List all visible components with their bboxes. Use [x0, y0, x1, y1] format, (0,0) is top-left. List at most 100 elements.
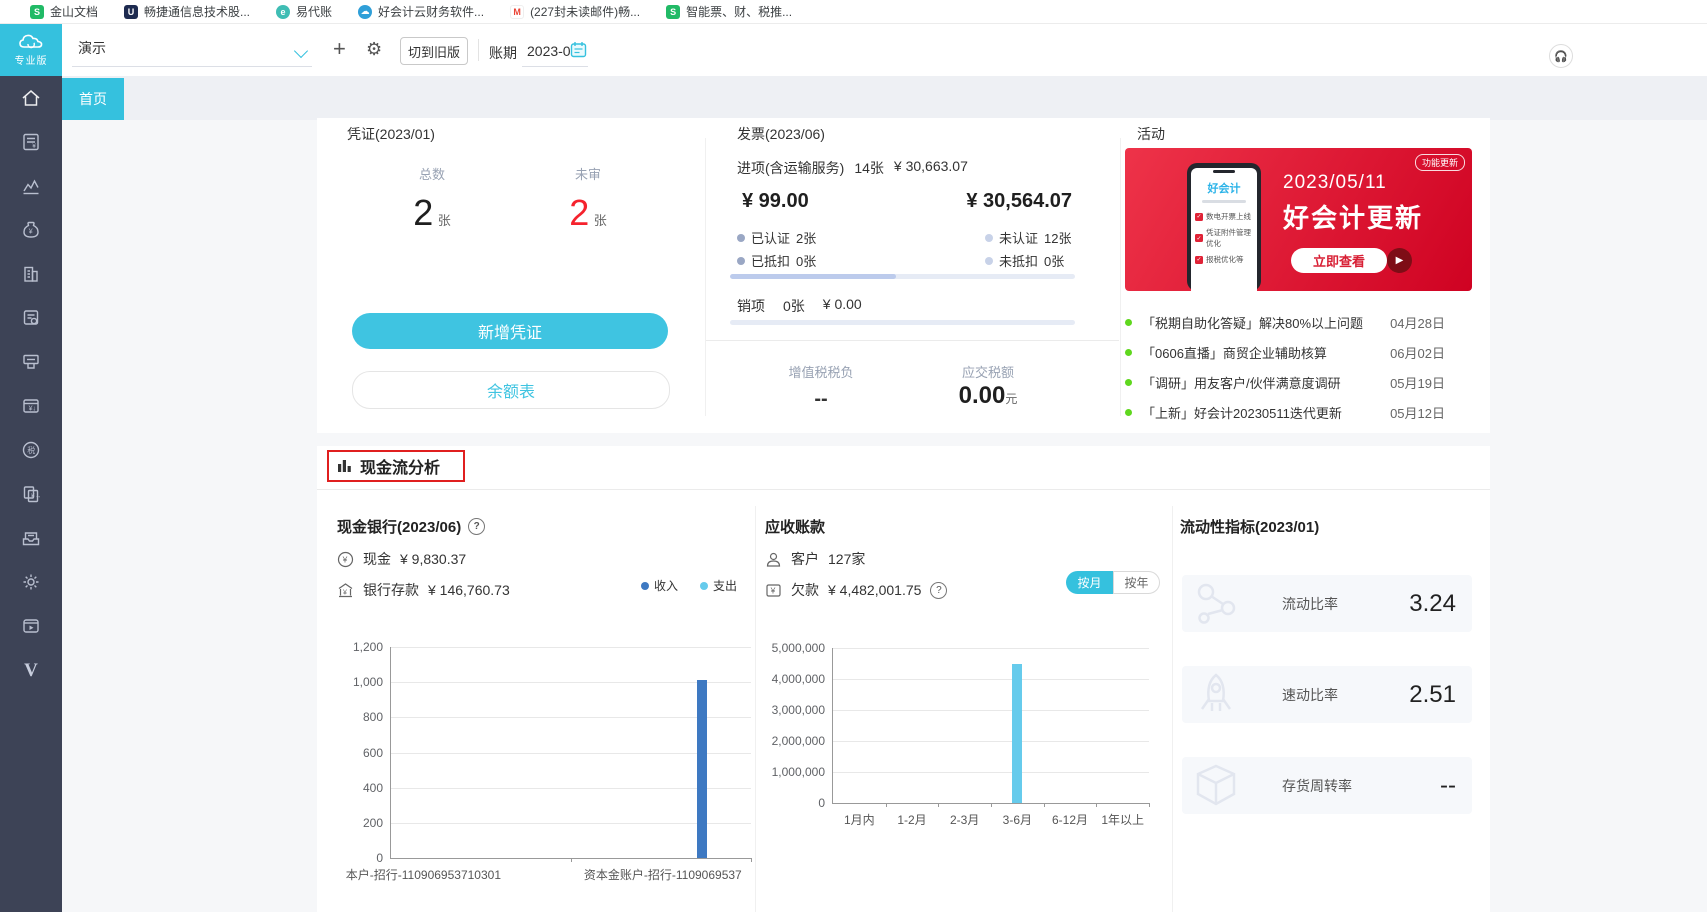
x-axis-tick — [571, 858, 572, 862]
svg-text:¥: ¥ — [29, 229, 33, 236]
gridline — [391, 682, 751, 684]
certified-count: 2张 — [796, 231, 817, 246]
app-logo[interactable]: 专业版 — [0, 24, 62, 76]
account-underline — [72, 66, 312, 67]
toggle-by-month[interactable]: 按月 — [1066, 571, 1113, 594]
phone-feature-item: ✓ 报税优化等 — [1195, 254, 1253, 265]
cash-label: 现金 — [363, 551, 391, 567]
liquidity-row-current-ratio: 流动比率 3.24 — [1182, 575, 1472, 632]
invoice-uncertified-row: 未认证 12张 — [985, 228, 1071, 247]
sidebar-v-logo[interactable]: V — [24, 660, 38, 681]
sidebar-item-invoice[interactable] — [0, 340, 62, 384]
kdocs-icon: S — [30, 4, 44, 19]
sidebar-item-tax[interactable]: 税 — [0, 428, 62, 472]
banner-cta-button[interactable]: 立即查看 — [1291, 248, 1387, 273]
phone-feature-item: ✓ 数电开票上线 — [1195, 211, 1253, 222]
bank-icon: ¥ — [338, 582, 353, 597]
income-dot-icon — [641, 581, 649, 590]
sidebar-item-settings[interactable] — [0, 560, 62, 604]
money-bag-icon: ¥ — [23, 221, 39, 238]
bookmark-haokuaiji[interactable]: ☁ 好会计云财务软件... — [358, 3, 484, 20]
liquidity-value: -- — [1440, 771, 1456, 799]
activity-date: 05月19日 — [1390, 375, 1445, 391]
activity-banner[interactable]: 功能更新 好会计 ✓ 数电开票上线 ✓ 凭证附件管理优化 ✓ 报税优化等 2023/0… — [1125, 148, 1472, 291]
activity-date: 06月02日 — [1390, 345, 1445, 361]
invoice-input-count: 14张 — [854, 160, 884, 176]
sidebar-item-funds[interactable]: ¥ — [0, 208, 62, 252]
sidebar-item-reports[interactable] — [0, 164, 62, 208]
help-icon[interactable]: ? — [468, 518, 486, 535]
header-divider — [478, 39, 479, 61]
sidebar-item-archive[interactable] — [0, 516, 62, 560]
bullet-icon — [737, 233, 745, 242]
legend-expense[interactable]: 支出 — [700, 577, 737, 594]
sidebar-item-closing[interactable] — [0, 296, 62, 340]
activity-date: 04月28日 — [1390, 315, 1445, 331]
bullet-icon — [737, 256, 745, 265]
app-header — [0, 24, 1707, 77]
bookmark-label: 畅捷通信息技术股... — [144, 5, 251, 19]
sidebar-item-tutorial[interactable] — [0, 604, 62, 648]
y-axis-tick: 200 — [362, 815, 383, 830]
invoice-title: 发票(2023/06) — [737, 126, 825, 142]
gear-icon[interactable]: ⚙ — [366, 39, 383, 59]
customer-label: 客户 — [791, 551, 819, 567]
sidebar-item-salary[interactable]: ¥↓ — [0, 384, 62, 428]
phone-mockup: 好会计 ✓ 数电开票上线 ✓ 凭证附件管理优化 ✓ 报税优化等 — [1187, 163, 1261, 291]
bookmark-gmail[interactable]: M (227封未读邮件)畅... — [510, 3, 640, 20]
add-account-button[interactable]: + — [333, 36, 346, 61]
toggle-by-year[interactable]: 按年 — [1113, 571, 1160, 594]
cashflow-divider — [317, 489, 1490, 490]
cash-bank-chart: 0 200 400 600 800 1,000 1,200 本户-招行-11090695371… — [346, 640, 752, 882]
chanjet-icon: U — [124, 4, 139, 19]
x-axis-label: 1-2月 — [897, 813, 927, 827]
bookmark-chanjet[interactable]: U 畅捷通信息技术股... — [124, 3, 250, 20]
invoice-certified-amount: ¥ 99.00 — [742, 190, 809, 212]
help-icon[interactable]: ? — [930, 581, 948, 599]
svg-text:¥: ¥ — [342, 554, 348, 564]
debt-value: ¥ 4,482,001.75 — [828, 582, 922, 598]
bookmark-yidaizhang[interactable]: e 易代账 — [276, 3, 332, 20]
bookmark-label: (227封未读邮件)畅... — [530, 5, 641, 19]
invoice-divider — [706, 340, 1119, 341]
support-float-icon[interactable]: 🎧 — [1549, 44, 1573, 68]
card-separator — [705, 138, 706, 416]
sidebar-item-company[interactable] — [0, 252, 62, 296]
voucher-unaudited-value[interactable]: 2 张 — [538, 192, 638, 234]
activity-item[interactable]: 「上新」好会计20230511迭代更新 05月12日 — [1125, 400, 1445, 424]
bookmark-kdocs[interactable]: S 金山文档 — [30, 3, 98, 20]
phone-tagline — [1202, 200, 1246, 203]
banner-arrow-icon[interactable]: ▶ — [1387, 248, 1412, 273]
account-name[interactable]: 演示 — [78, 40, 106, 56]
y-axis-tick: 0 — [376, 851, 383, 865]
voucher-title: 凭证(2023/01) — [347, 126, 435, 142]
cashflow-section-title: 现金流分析 — [360, 460, 441, 477]
activity-text: 「上新」好会计20230511迭代更新 — [1142, 405, 1342, 421]
svg-text:¥: ¥ — [770, 585, 776, 595]
tab-home[interactable]: 首页 — [62, 78, 124, 120]
x-axis-tick — [885, 803, 887, 807]
sidebar-item-inventory[interactable]: ¥→ — [0, 472, 62, 516]
voucher-total-value[interactable]: 2 张 — [382, 192, 482, 234]
voucher-unaudited-unit: 张 — [593, 213, 607, 228]
voucher-unaudited-number: 2 — [569, 192, 590, 233]
add-voucher-button[interactable]: 新增凭证 — [352, 313, 668, 349]
voucher-total-unit: 张 — [437, 213, 451, 228]
activity-item[interactable]: 「税期自助化答疑」解决80%以上问题 04月28日 — [1125, 310, 1445, 334]
activity-item[interactable]: 「调研」用友客户/伙伴满意度调研 05月19日 — [1125, 370, 1445, 394]
balance-sheet-button[interactable]: 余额表 — [352, 371, 670, 409]
switch-old-version-button[interactable]: 切到旧版 — [400, 37, 468, 65]
legend-income-label: 收入 — [654, 579, 679, 593]
salary-panel-icon: ¥↓ — [23, 399, 39, 413]
sidebar-item-home[interactable] — [0, 76, 62, 120]
phone-screen: 好会计 ✓ 数电开票上线 ✓ 凭证附件管理优化 ✓ 报税优化等 — [1191, 168, 1257, 291]
activity-date: 05月12日 — [1390, 405, 1445, 421]
period-value[interactable]: 2023-01 — [527, 43, 579, 59]
legend-income[interactable]: 收入 — [641, 577, 678, 594]
check-icon: ✓ — [1195, 255, 1203, 264]
calendar-icon[interactable] — [570, 41, 587, 63]
sidebar-item-voucher[interactable]: ¥ — [0, 120, 62, 164]
bookmark-smart-tax[interactable]: S 智能票、财、税推... — [666, 3, 792, 20]
phone-feature-text: 报税优化等 — [1206, 255, 1244, 264]
activity-item[interactable]: 「0606直播」商贸企业辅助核算 06月02日 — [1125, 340, 1445, 364]
